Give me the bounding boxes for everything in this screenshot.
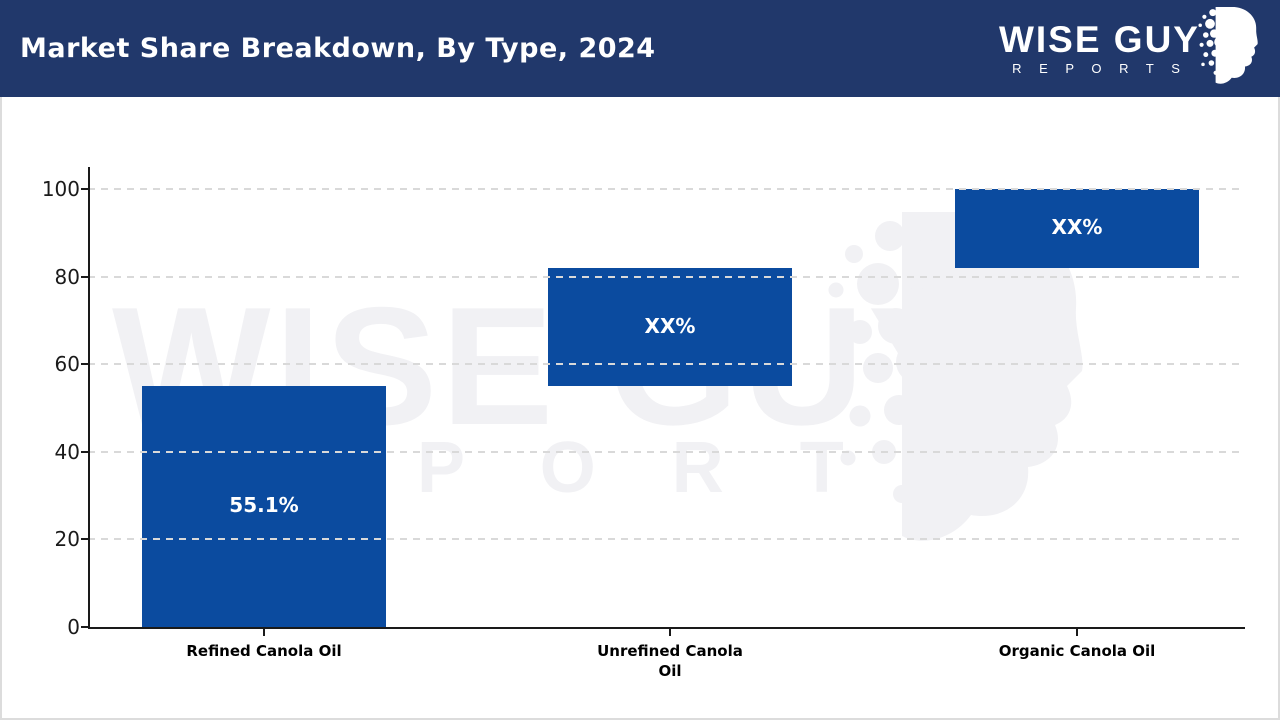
y-tick [81,450,88,453]
y-axis-line [88,167,90,629]
y-tick-label: 100 [41,177,80,201]
y-tick-label: 20 [54,527,80,552]
y-tick [81,363,88,366]
x-axis-line [88,627,1245,629]
gridline [88,363,1245,366]
x-axis-label: Refined Canola Oil [186,642,342,660]
x-axis-label: Unrefined Canola Oil [597,642,743,680]
y-tick-label: 80 [54,264,80,289]
logo-wordmark: WISE GUY [998,19,1200,60]
x-tick [669,629,671,636]
page-edge-right [1278,97,1280,720]
y-tick-label: 60 [54,352,80,377]
logo-text: WISE GUY R E P O R T S [999,21,1200,76]
bar [142,385,386,627]
y-tick-label: 0 [67,615,80,639]
bar-value-label: XX% [1051,215,1103,240]
y-tick [81,538,88,541]
bar [548,267,792,386]
page-title: Market Share Breakdown, By Type, 2024 [20,33,656,64]
gridline [88,275,1245,278]
page-edge-left [0,97,2,720]
x-tick [1076,629,1078,636]
x-axis-label: Organic Canola Oil [998,642,1156,660]
gridline [88,188,1245,190]
gridline [88,450,1245,453]
logo-subtext: R E P O R T S [1012,61,1187,76]
y-tick [81,626,88,628]
y-tick [81,188,88,190]
header: Market Share Breakdown, By Type, 2024 WI… [0,0,1280,97]
gridline [88,538,1245,541]
y-tick [81,275,88,278]
wiseguy-logo: WISE GUY R E P O R T S [999,7,1266,91]
page-edge-bottom [0,718,1280,720]
bar-value-label: XX% [644,313,696,338]
bar-value-label: 55.1% [229,493,299,518]
y-tick-label: 40 [54,439,80,464]
x-tick [263,629,265,636]
